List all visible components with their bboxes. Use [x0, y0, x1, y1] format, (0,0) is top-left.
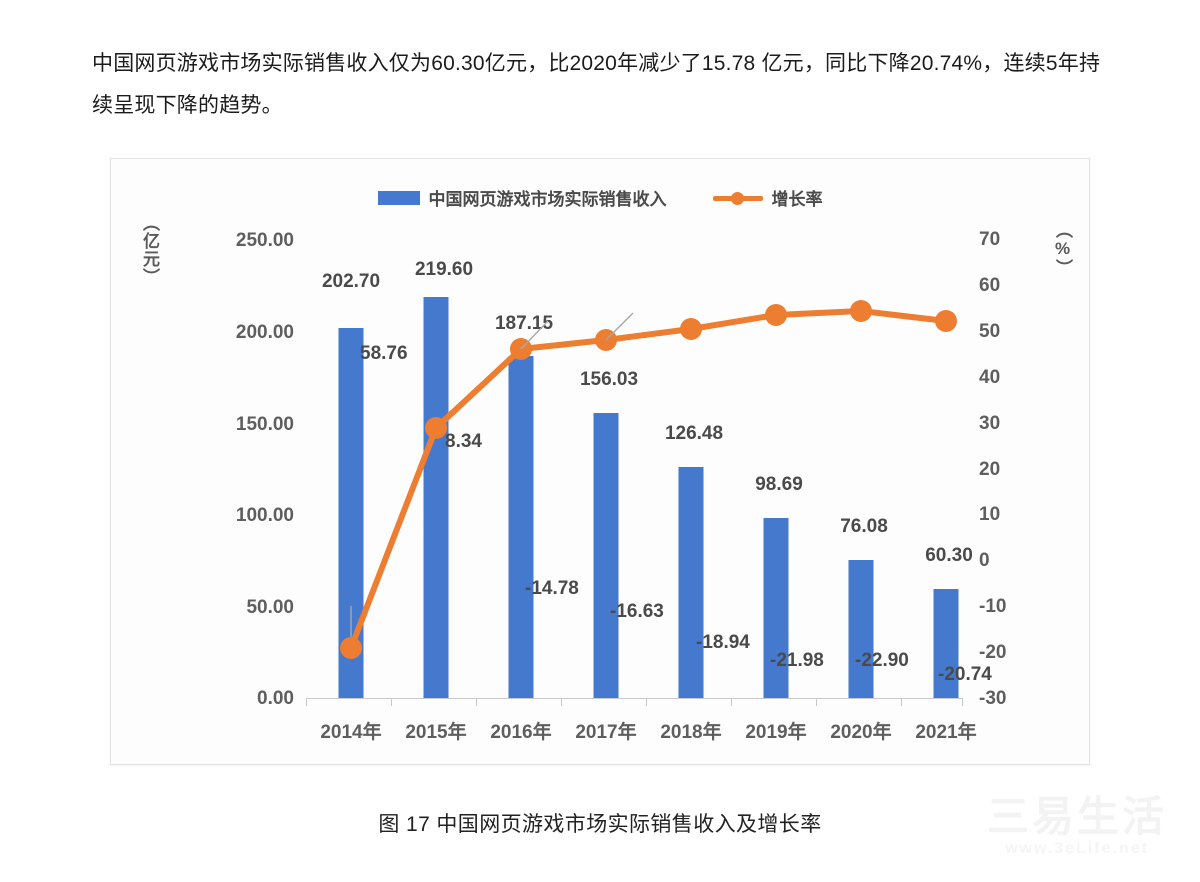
- x-axis-label-2014: 2014年: [320, 722, 382, 743]
- bar-2019: [763, 518, 789, 699]
- y-axis-tick-50: 50.00: [246, 597, 294, 618]
- x-axis-label-2017: 2017年: [575, 722, 637, 743]
- bar-value-2020: 76.08: [840, 516, 888, 537]
- y-axis-tick-150: 150.00: [235, 414, 294, 435]
- y2-axis-tick-20: 20: [979, 459, 1001, 480]
- marker-2018: [680, 318, 702, 340]
- legend-line-swatch-icon: [712, 191, 763, 205]
- bar-2015: [423, 297, 449, 699]
- rate-value-2014: 58.76: [360, 343, 408, 364]
- y2-axis-tick-50: 50: [979, 321, 1001, 342]
- marker-2020: [850, 300, 872, 322]
- bar-value-2021: 60.30: [925, 545, 973, 566]
- chart-container: 中国网页游戏市场实际销售收入 增长率 （亿元） （%） 0.00 50.00 1…: [110, 158, 1090, 765]
- x-axis-line: [306, 698, 963, 706]
- bar-2017: [593, 413, 619, 699]
- y2-axis-tick-m10: -10: [979, 596, 1007, 617]
- x-axis-label-2021: 2021年: [915, 722, 977, 743]
- bar-value-2014: 202.70: [321, 271, 381, 292]
- rate-value-2018: -18.94: [696, 632, 750, 653]
- x-axis-label-2020: 2020年: [830, 722, 892, 743]
- bar-value-2018: 126.48: [664, 423, 724, 444]
- y2-axis-tick-0: 0: [979, 550, 990, 571]
- bar-value-2017: 156.03: [579, 369, 639, 390]
- x-axis-label-2018: 2018年: [660, 722, 722, 743]
- legend-bar-swatch-icon: [377, 190, 420, 205]
- rate-value-2015: 8.34: [445, 431, 482, 452]
- bar-2020: [848, 560, 874, 699]
- leader-line-2017: [605, 312, 634, 341]
- watermark-url: www.3eLife.net: [1005, 840, 1149, 857]
- rate-value-2017: -16.63: [610, 601, 664, 622]
- legend-label-growth-rate: 增长率: [771, 190, 823, 209]
- bar-2014: [338, 328, 364, 699]
- rate-value-2021: -20.74: [938, 664, 992, 685]
- bar-value-2015: 219.60: [414, 259, 474, 280]
- figure-caption: 图 17 中国网页游戏市场实际销售收入及增长率: [378, 813, 822, 836]
- legend-item-revenue[interactable]: 中国网页游戏市场实际销售收入: [377, 185, 667, 210]
- x-axis-label-2015: 2015年: [405, 722, 467, 743]
- chart-legend: 中国网页游戏市场实际销售收入 增长率: [111, 185, 1089, 210]
- marker-2019: [765, 304, 787, 326]
- marker-2021: [935, 310, 957, 332]
- legend-label-revenue: 中国网页游戏市场实际销售收入: [428, 190, 667, 209]
- right-axis-unit-label: （%）: [1053, 221, 1072, 277]
- y2-axis-tick-m20: -20: [979, 642, 1007, 663]
- rate-value-2016: -14.78: [525, 578, 579, 599]
- y-axis-tick-0: 0.00: [257, 688, 294, 709]
- bar-2016: [508, 356, 534, 699]
- y2-axis-tick-30: 30: [979, 413, 1001, 434]
- rate-value-2019: -21.98: [770, 650, 824, 671]
- rate-value-2020: -22.90: [855, 650, 909, 671]
- y2-axis-tick-m30: -30: [979, 688, 1007, 709]
- bar-2018: [678, 467, 704, 699]
- bar-value-2016: 187.15: [494, 313, 554, 334]
- y-axis-tick-100: 100.00: [235, 505, 294, 526]
- plot-area: 0.00 50.00 100.00 150.00 200.00 250.00 -…: [236, 230, 1007, 742]
- y-axis-tick-250: 250.00: [235, 230, 294, 251]
- y-axis-tick-200: 200.00: [235, 322, 294, 343]
- bar-value-2019: 98.69: [755, 474, 803, 495]
- x-axis-label-2019: 2019年: [745, 722, 807, 743]
- marker-2017: [595, 329, 617, 351]
- x-axis-label-2016: 2016年: [490, 722, 552, 743]
- left-axis-unit-label: （亿元）: [140, 214, 159, 286]
- y2-axis-tick-40: 40: [979, 367, 1001, 388]
- legend-item-growth-rate[interactable]: 增长率: [712, 185, 823, 210]
- y2-axis-tick-70: 70: [979, 229, 1001, 250]
- intro-paragraph: 中国网页游戏市场实际销售收入仅为60.30亿元，比2020年减少了15.78 亿…: [92, 52, 1101, 117]
- y2-axis-tick-10: 10: [979, 504, 1001, 525]
- y2-axis-tick-60: 60: [979, 275, 1001, 296]
